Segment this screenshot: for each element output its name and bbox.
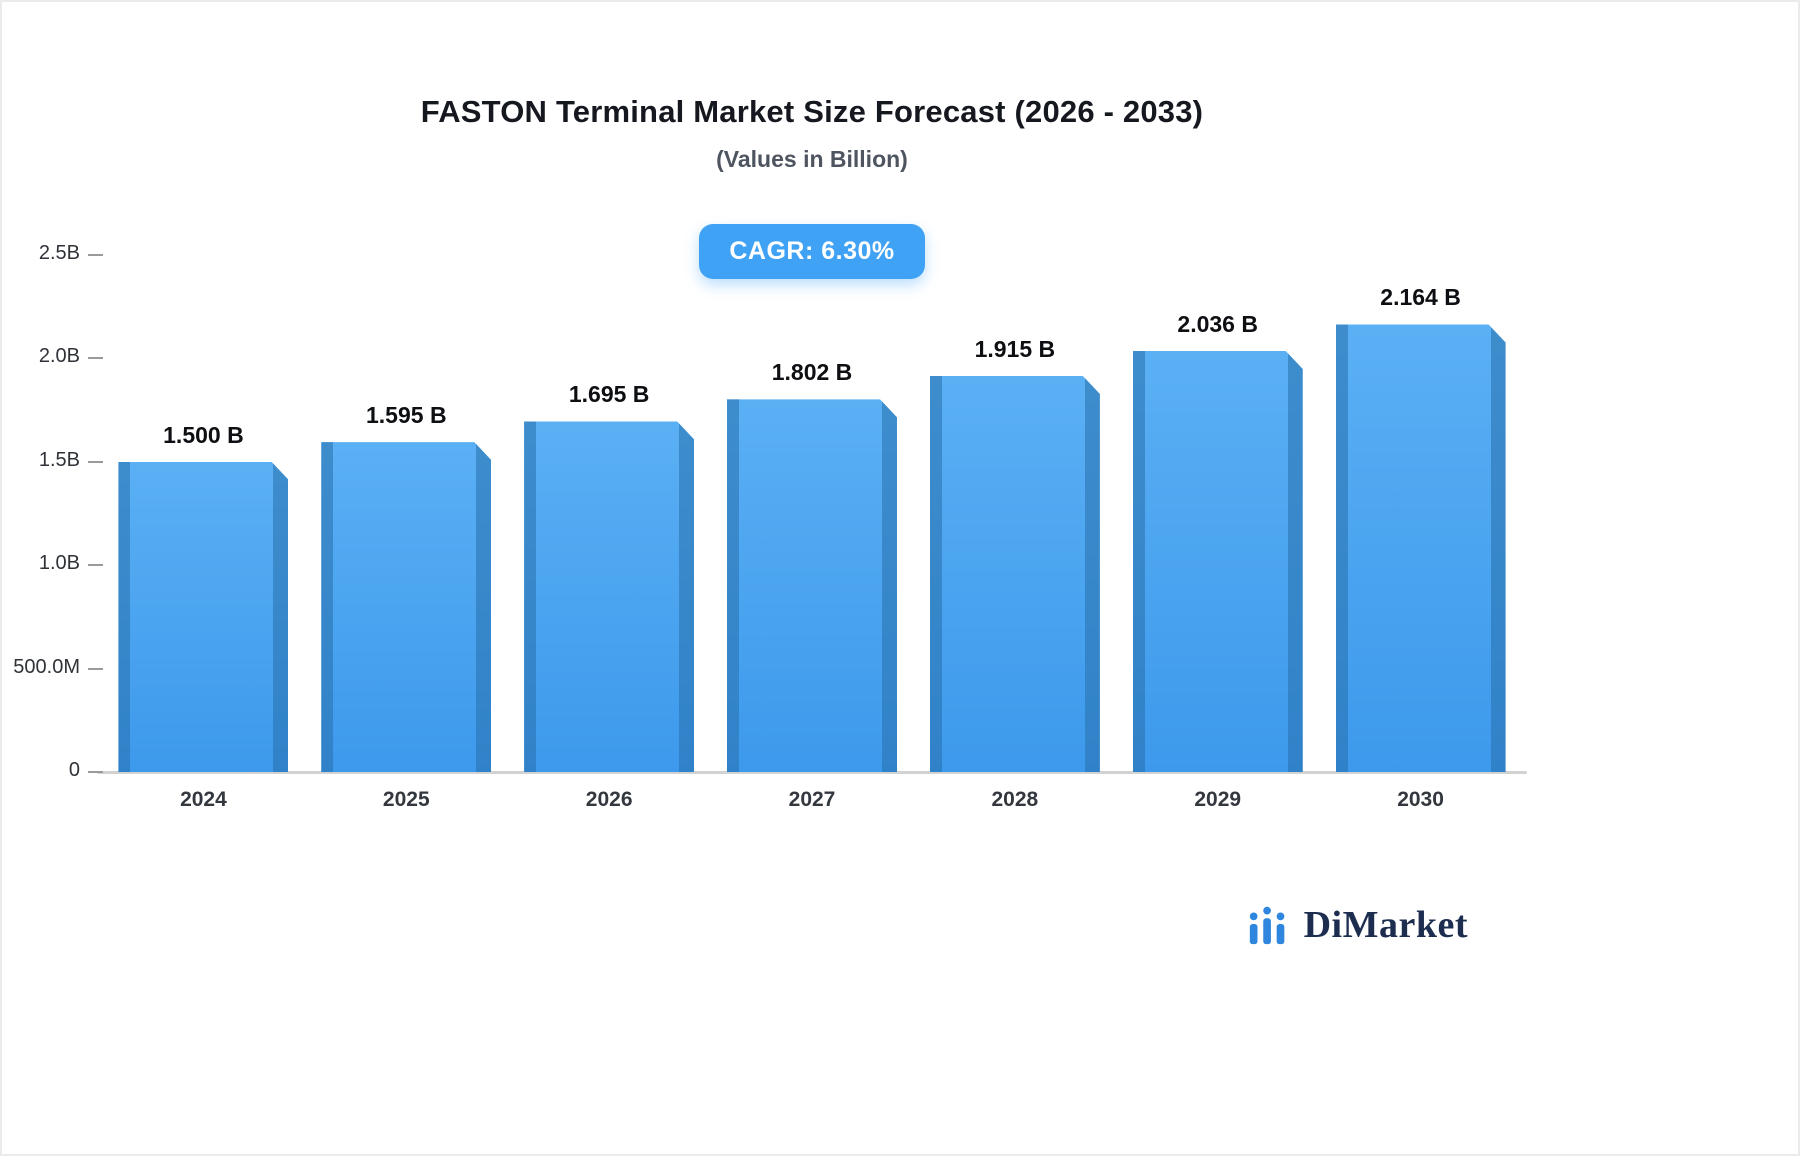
cagr-badge-wrap: CAGR: 6.30% xyxy=(2,224,1622,279)
bar-face xyxy=(1133,351,1303,772)
bar-2027 xyxy=(727,399,897,772)
chart-subtitle: (Values in Billion) xyxy=(716,146,908,172)
bar-right-shade xyxy=(476,442,491,772)
y-axis-label-0: 0 xyxy=(68,759,80,781)
title-block: FASTON Terminal Market Size Forecast (20… xyxy=(2,94,1622,173)
y-axis-tick xyxy=(88,564,103,567)
bar-left-shade xyxy=(524,421,536,772)
y-axis-tick xyxy=(88,667,103,670)
y-axis-tick xyxy=(88,460,103,463)
y-axis-tick xyxy=(88,357,103,360)
bar-2025 xyxy=(321,442,491,772)
x-axis-label-2025: 2025 xyxy=(382,788,430,811)
bar-right-shade xyxy=(1288,351,1303,772)
bar-value-label-2027: 1.802 B xyxy=(771,359,853,386)
x-axis-label-2024: 2024 xyxy=(180,788,227,811)
bar-face xyxy=(1336,324,1506,772)
bar-face xyxy=(118,462,288,772)
x-axis-label-2029: 2029 xyxy=(1194,788,1242,811)
bar-left-shade xyxy=(1133,351,1145,772)
bar-face xyxy=(321,442,491,772)
bar-right-shade xyxy=(679,421,694,772)
bar-left-shade xyxy=(930,376,942,772)
bar-2028 xyxy=(930,376,1100,772)
bar-face xyxy=(930,376,1100,772)
bar-value-label-2025: 1.595 B xyxy=(366,402,447,429)
bar-2026 xyxy=(524,421,694,772)
bar-right-shade xyxy=(1491,324,1506,772)
brand-name: DiMarket xyxy=(1303,904,1468,946)
bar-right-shade xyxy=(1085,376,1100,772)
x-axis-label-2030: 2030 xyxy=(1397,788,1444,811)
dimarket-logo-icon xyxy=(1249,906,1284,945)
chart-title: FASTON Terminal Market Size Forecast (20… xyxy=(420,94,1204,129)
bar-right-shade xyxy=(273,462,288,772)
y-axis-tick xyxy=(88,771,103,773)
bar-right-shade xyxy=(882,399,897,772)
y-axis-label-2.5B: 2.5B xyxy=(38,242,80,264)
y-axis-tick xyxy=(88,254,103,256)
bar-2024 xyxy=(118,462,288,772)
y-axis-label-2.0B: 2.0B xyxy=(38,345,80,368)
bar-2030 xyxy=(1336,324,1506,772)
bar-face xyxy=(727,399,897,772)
y-axis-label-1.0B: 1.0B xyxy=(38,552,80,575)
bar-left-shade xyxy=(1336,324,1348,772)
bar-value-label-2028: 1.915 B xyxy=(974,335,1056,362)
x-axis-label-2028: 2028 xyxy=(991,788,1039,811)
y-axis-label-500.0M: 500.0M xyxy=(13,655,80,678)
bar-value-label-2024: 1.500 B xyxy=(163,421,244,448)
bar-value-label-2029: 2.036 B xyxy=(1177,310,1258,337)
bar-left-shade xyxy=(321,442,333,772)
x-axis-label-2027: 2027 xyxy=(788,788,836,811)
bar-left-shade xyxy=(118,462,130,772)
x-axis-label-2026: 2026 xyxy=(585,788,633,811)
y-axis-label-1.5B: 1.5B xyxy=(38,448,80,471)
brand-logo: DiMarket xyxy=(1246,902,1468,948)
x-axis-line xyxy=(97,771,1527,774)
bar-face xyxy=(524,421,694,772)
bar-value-label-2030: 2.164 B xyxy=(1380,284,1461,311)
cagr-badge: CAGR: 6.30% xyxy=(699,224,925,279)
bar-2029 xyxy=(1133,351,1303,772)
bar-left-shade xyxy=(727,399,739,772)
bar-value-label-2026: 1.695 B xyxy=(568,381,650,408)
